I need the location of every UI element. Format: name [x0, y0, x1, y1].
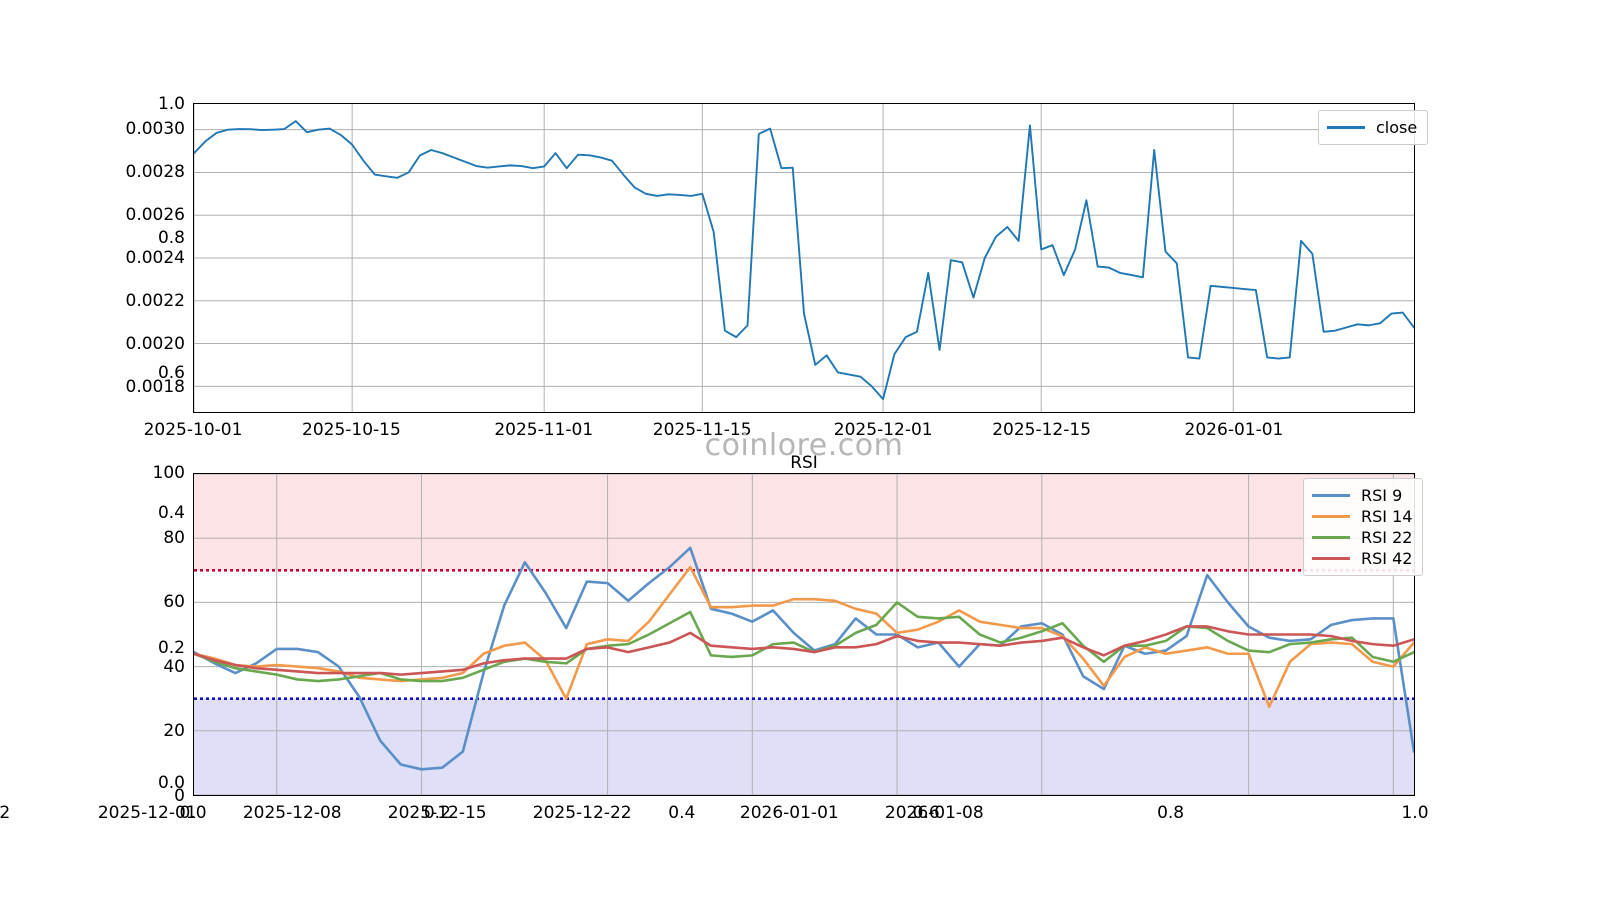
rsi-x-tick: 2025-12-01: [97, 803, 197, 823]
legend-item-rsi-22[interactable]: RSI 22: [1312, 527, 1412, 548]
rsi-y-tick: 20: [163, 721, 185, 742]
price-y-tick: 0.0030: [125, 118, 185, 139]
rsi-secondary-x-tick: 0.8: [1157, 803, 1185, 823]
legend-item-rsi-42[interactable]: RSI 42: [1312, 548, 1412, 569]
price-y-tick: 0.0018: [125, 377, 185, 398]
rsi-secondary-x-tick: 1.0: [1401, 803, 1429, 823]
legend-item-rsi-14[interactable]: RSI 14: [1312, 506, 1412, 527]
legend-label: RSI 42: [1361, 548, 1413, 568]
rsi-secondary-y-tick: 0.4: [157, 503, 185, 523]
price-y-tick: 0.0020: [125, 334, 185, 355]
rsi-secondary-x-tick: 0.2: [423, 803, 451, 823]
price-chart-panel: 0.0030 0.0028 0.0026 0.0024 0.0022 0.0020 0.00…: [125, 94, 1429, 440]
price-y-tick: 0.0024: [125, 248, 185, 268]
rsi-y-tick: 100: [152, 463, 185, 483]
rsi-secondary-y-tick: 0.2: [157, 638, 185, 658]
rsi-secondary-x-tick: 0.0: [179, 803, 207, 823]
price-x-tick: 2025-12-01: [833, 420, 933, 440]
price-y-tick: 0.0026: [125, 204, 185, 225]
rsi-secondary-x-tick: 0.6: [912, 803, 940, 823]
legend-label: RSI 22: [1361, 527, 1413, 547]
rsi-x-tick: 2025-12-08: [242, 803, 342, 823]
price-x-tick: 2026-01-01: [1184, 420, 1284, 440]
price-secondary-y-tick: 0.6: [157, 363, 185, 383]
legend-label: close: [1376, 117, 1418, 137]
price-y-tick: 0.0028: [125, 161, 185, 182]
price-x-tick: 2025-11-01: [494, 420, 594, 440]
legend-item-rsi-9[interactable]: RSI 9: [1312, 485, 1412, 506]
price-x-tick: 2025-11-15: [652, 420, 752, 440]
rsi-x-tick: 2025-12-15: [387, 803, 487, 823]
rsi-y-tick: 40: [163, 656, 185, 677]
price-x-tick: 2025-10-15: [302, 420, 401, 440]
rsi-legend[interactable]: RSI 9 RSI 14 RSI 22 RSI 42: [1303, 478, 1424, 576]
legend-swatch-icon: [1312, 515, 1350, 518]
price-line-svg: [194, 104, 1414, 412]
price-legend[interactable]: close: [1318, 110, 1429, 145]
legend-swatch-icon: [1327, 126, 1365, 129]
price-secondary-y-tick: 0.8: [157, 228, 185, 248]
legend-swatch-icon: [1312, 494, 1350, 497]
price-secondary-y-tick: 1.0: [157, 94, 185, 114]
rsi-x-tick: 2026-01-01: [739, 803, 839, 823]
legend-label: RSI 9: [1361, 485, 1403, 505]
rsi-y-tick: 0: [174, 786, 185, 806]
price-y-tick: 0.0022: [125, 291, 185, 312]
rsi-secondary-y-tick: 0.0: [157, 773, 185, 793]
rsi-x-tick: 2026-01-08: [884, 803, 984, 823]
price-plot-area: [193, 103, 1415, 413]
rsi-y-tick: 80: [163, 527, 185, 548]
legend-swatch-icon: [1312, 557, 1350, 560]
rsi-secondary-x-tick: 0.4: [668, 803, 696, 823]
legend-item-close[interactable]: close: [1327, 117, 1417, 138]
rsi-x-tick: 2025-11-22: [0, 803, 11, 823]
rsi-line-svg: [194, 474, 1414, 795]
price-x-tick: 2025-12-15: [992, 420, 1092, 440]
rsi-y-tick: 60: [163, 592, 185, 613]
rsi-title: RSI: [790, 453, 818, 473]
rsi-x-tick: 2025-12-22: [532, 803, 632, 823]
legend-label: RSI 14: [1361, 506, 1413, 526]
legend-swatch-icon: [1312, 536, 1350, 539]
rsi-plot-area: [193, 473, 1415, 796]
price-x-tick: 2025-10-01: [143, 420, 243, 440]
